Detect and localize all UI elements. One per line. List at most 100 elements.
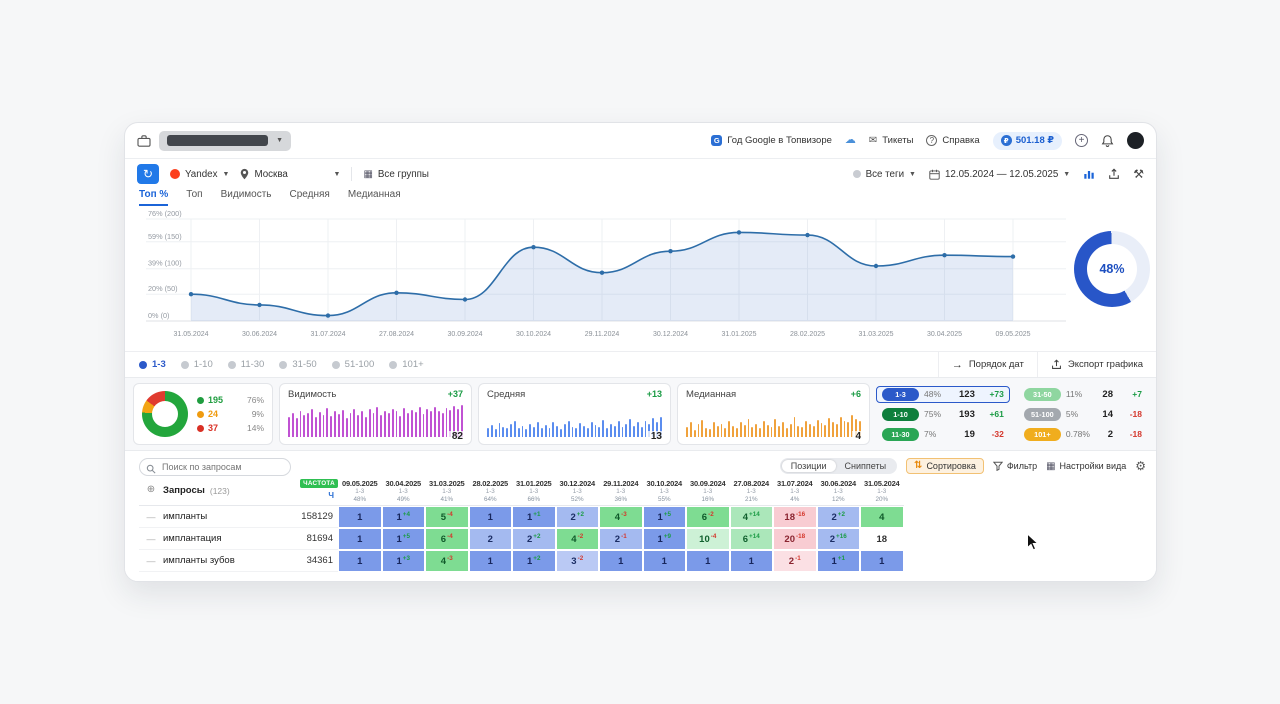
tab-1[interactable]: Топ <box>186 189 203 200</box>
position-cell[interactable]: 1 +1 <box>816 550 860 573</box>
metric-card-0[interactable]: Видимость +37 82 <box>279 383 472 445</box>
add-icon[interactable]: + <box>1075 134 1088 147</box>
frequency-header[interactable]: ЧАСТОТА Ч <box>293 479 338 500</box>
gear-icon[interactable]: ⚙ <box>1135 459 1146 473</box>
stat-range-51-100[interactable]: 51-100 5% 14 -18 <box>1018 406 1148 423</box>
date-column-header[interactable]: 29.11.2024 1-3 36% <box>603 479 639 503</box>
queries-header[interactable]: Запросы (123) <box>163 479 293 496</box>
row-flag[interactable]: — <box>139 506 163 529</box>
tickets-link[interactable]: ✉ Тикеты <box>869 135 914 146</box>
position-cell[interactable]: 1 <box>642 550 686 573</box>
position-cell[interactable]: 1 <box>729 550 773 573</box>
tab-0[interactable]: Топ % <box>139 189 169 206</box>
metric-card-1[interactable]: Средняя +13 13 <box>478 383 671 445</box>
position-cell[interactable]: 1 <box>860 550 904 573</box>
position-cell[interactable]: 1 +9 <box>642 528 686 551</box>
date-range-picker[interactable]: 12.05.2024 — 12.05.2025 ▼ <box>929 169 1070 180</box>
date-column-header[interactable]: 30.06.2024 1-3 12% <box>820 479 857 503</box>
position-cell[interactable]: 1 +5 <box>381 528 425 551</box>
export-icon[interactable] <box>1108 168 1120 180</box>
table-row[interactable]: — импланты зубов 34361 1 1 +3 4 -3 1 1 +2 3 -2 1 1 1 1… <box>139 550 904 573</box>
position-cell[interactable]: 1 +4 <box>381 506 425 529</box>
position-cell[interactable]: 4 -3 <box>425 550 469 573</box>
date-column-header[interactable]: 31.03.2025 1-3 41% <box>428 479 465 503</box>
bell-icon[interactable] <box>1101 134 1114 148</box>
position-cell[interactable]: 1 <box>338 506 382 529</box>
google-year-link[interactable]: G Год Google в Топвизоре <box>711 135 832 146</box>
position-cell[interactable]: 4 <box>860 506 904 529</box>
position-cell[interactable]: 18 <box>860 528 904 551</box>
date-column-header[interactable]: 30.10.2024 1-3 55% <box>646 479 683 503</box>
tab-4[interactable]: Медианная <box>347 189 401 200</box>
export-chart-button[interactable]: Экспорт графика <box>1036 352 1156 377</box>
position-cell[interactable]: 10 -4 <box>686 528 730 551</box>
tools-icon[interactable]: ⚒ <box>1133 167 1144 181</box>
position-cell[interactable]: 1 <box>599 550 643 573</box>
query-name[interactable]: импланты <box>163 506 293 529</box>
position-cell[interactable]: 1 <box>338 528 382 551</box>
date-column-header[interactable]: 28.02.2025 1-3 64% <box>472 479 509 503</box>
metric-card-2[interactable]: Медианная +6 4 <box>677 383 870 445</box>
date-column-header[interactable]: 30.12.2024 1-3 52% <box>559 479 596 503</box>
top-percent-chart[interactable]: 76% (200) 59% (150) 39% (100) 20% (50) 0% (0… <box>146 209 1072 351</box>
date-column-header[interactable]: 31.01.2025 1-3 66% <box>515 479 552 503</box>
search-engine-selector[interactable]: Yandex ▼ <box>170 169 229 180</box>
legend-range-51-100[interactable]: 51-100 <box>331 359 374 370</box>
date-column-header[interactable]: 27.08.2024 1-3 21% <box>733 479 770 503</box>
position-cell[interactable]: 1 +5 <box>642 506 686 529</box>
stat-range-11-30[interactable]: 11-30 7% 19 -32 <box>876 426 1010 443</box>
position-cell[interactable]: 2 +16 <box>816 528 860 551</box>
position-cell[interactable]: 6 -2 <box>686 506 730 529</box>
date-column-header[interactable]: 09.05.2025 1-3 48% <box>341 479 378 503</box>
position-cell[interactable]: 4 -2 <box>555 528 599 551</box>
position-cell[interactable]: 20 -18 <box>773 528 817 551</box>
positions-tab[interactable]: Позиции <box>781 460 836 472</box>
filter-button[interactable]: Фильтр <box>992 461 1037 471</box>
tab-3[interactable]: Средняя <box>289 189 330 200</box>
date-order-button[interactable]: → Порядок дат <box>937 352 1037 377</box>
tab-2[interactable]: Видимость <box>220 189 272 200</box>
stat-range-1-10[interactable]: 1-10 75% 193 +61 <box>876 406 1010 423</box>
table-row[interactable]: — имплантация 81694 1 1 +5 6 -4 2 2 +2 4 -2 2 -1 1 +9 1… <box>139 528 904 551</box>
search-input[interactable] <box>139 458 291 476</box>
date-column-header[interactable]: 31.07.2024 1-3 4% <box>776 479 813 503</box>
position-cell[interactable]: 1 +1 <box>512 506 556 529</box>
legend-range-1-10[interactable]: 1-10 <box>180 359 213 370</box>
project-selector[interactable]: ▼ <box>159 130 291 151</box>
groups-selector[interactable]: ▦ Все группы <box>363 169 429 180</box>
balance-button[interactable]: ₽ 501.18 ₽ <box>992 131 1062 150</box>
position-cell[interactable]: 1 <box>686 550 730 573</box>
date-column-header[interactable]: 31.05.2024 1-3 20% <box>863 479 900 503</box>
position-cell[interactable]: 3 -2 <box>555 550 599 573</box>
position-cell[interactable]: 1 +3 <box>381 550 425 573</box>
position-cell[interactable]: 2 +2 <box>816 506 860 529</box>
position-cell[interactable]: 4 +14 <box>729 506 773 529</box>
table-row[interactable]: — импланты 158129 1 1 +4 5 -4 1 1 +1 2 +2 4 -3 1 +5 6 -2… <box>139 506 904 529</box>
stat-range-31-50[interactable]: 31-50 11% 28 +7 <box>1018 386 1148 403</box>
row-flag[interactable]: — <box>139 550 163 573</box>
legend-range-31-50[interactable]: 31-50 <box>279 359 317 370</box>
position-cell[interactable]: 2 -1 <box>599 528 643 551</box>
position-cell[interactable]: 2 -1 <box>773 550 817 573</box>
avatar[interactable] <box>1127 132 1144 149</box>
refresh-button[interactable]: ↻ <box>137 164 159 184</box>
stat-range-1-3[interactable]: 1-3 48% 123 +73 <box>876 385 1010 403</box>
legend-range-1-3[interactable]: 1-3 <box>139 359 166 370</box>
position-cell[interactable]: 18 -16 <box>773 506 817 529</box>
position-cell[interactable]: 6 +14 <box>729 528 773 551</box>
position-cell[interactable]: 1 <box>338 550 382 573</box>
stat-range-101+[interactable]: 101+ 0.78% 2 -18 <box>1018 426 1148 443</box>
position-cell[interactable]: 6 -4 <box>425 528 469 551</box>
date-column-header[interactable]: 30.04.2025 1-3 49% <box>385 479 422 503</box>
sort-button[interactable]: ⇅ Сортировка <box>906 458 984 474</box>
target-icon[interactable]: ⊕ <box>146 484 156 495</box>
date-column-header[interactable]: 30.09.2024 1-3 16% <box>689 479 726 503</box>
cloud-icon[interactable]: ☁ <box>844 134 856 146</box>
view-settings-button[interactable]: ▦ Настройки вида <box>1046 461 1126 472</box>
position-cell[interactable]: 2 <box>468 528 512 551</box>
position-cell[interactable]: 1 <box>468 506 512 529</box>
position-cell[interactable]: 1 +2 <box>512 550 556 573</box>
position-cell[interactable]: 2 +2 <box>512 528 556 551</box>
legend-range-11-30[interactable]: 11-30 <box>227 359 264 370</box>
position-cell[interactable]: 5 -4 <box>425 506 469 529</box>
